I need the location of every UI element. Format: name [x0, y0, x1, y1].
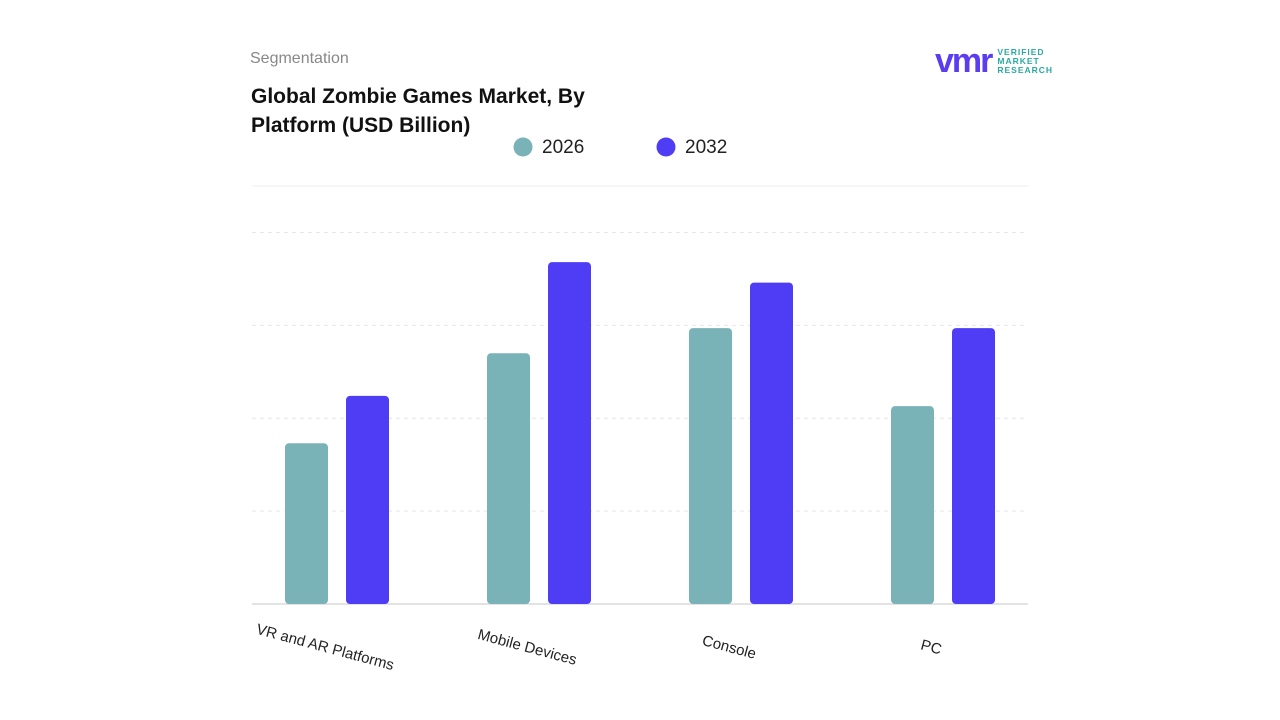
logo-line: RESEARCH — [997, 65, 1054, 75]
bar — [952, 328, 995, 604]
x-tick-label: PC — [919, 637, 944, 659]
legend-swatch — [513, 137, 533, 157]
bar — [689, 328, 732, 604]
logo-line: VERIFIED — [997, 47, 1045, 57]
bar — [750, 282, 793, 604]
bar — [487, 353, 530, 604]
bar — [346, 395, 389, 604]
legend-label: 2032 — [685, 137, 727, 158]
logo: vmr VERIFIED MARKET RESEARCH — [935, 42, 1053, 81]
chart-title: Global Zombie Games Market, By Platform … — [251, 85, 585, 137]
bar — [548, 262, 591, 604]
bar — [285, 443, 328, 604]
legend-label: 2026 — [542, 137, 584, 158]
logo-text: VERIFIED MARKET RESEARCH — [997, 48, 1053, 75]
logo-line: MARKET — [997, 56, 1040, 66]
x-tick-label: Console — [700, 632, 758, 663]
logo-mark: vmr — [935, 42, 993, 80]
bar — [891, 406, 934, 604]
x-tick-label: Mobile Devices — [476, 626, 579, 669]
section-label: Segmentation — [250, 50, 349, 67]
x-tick-label: VR and AR Platforms — [254, 621, 395, 674]
legend-swatch — [656, 137, 676, 157]
